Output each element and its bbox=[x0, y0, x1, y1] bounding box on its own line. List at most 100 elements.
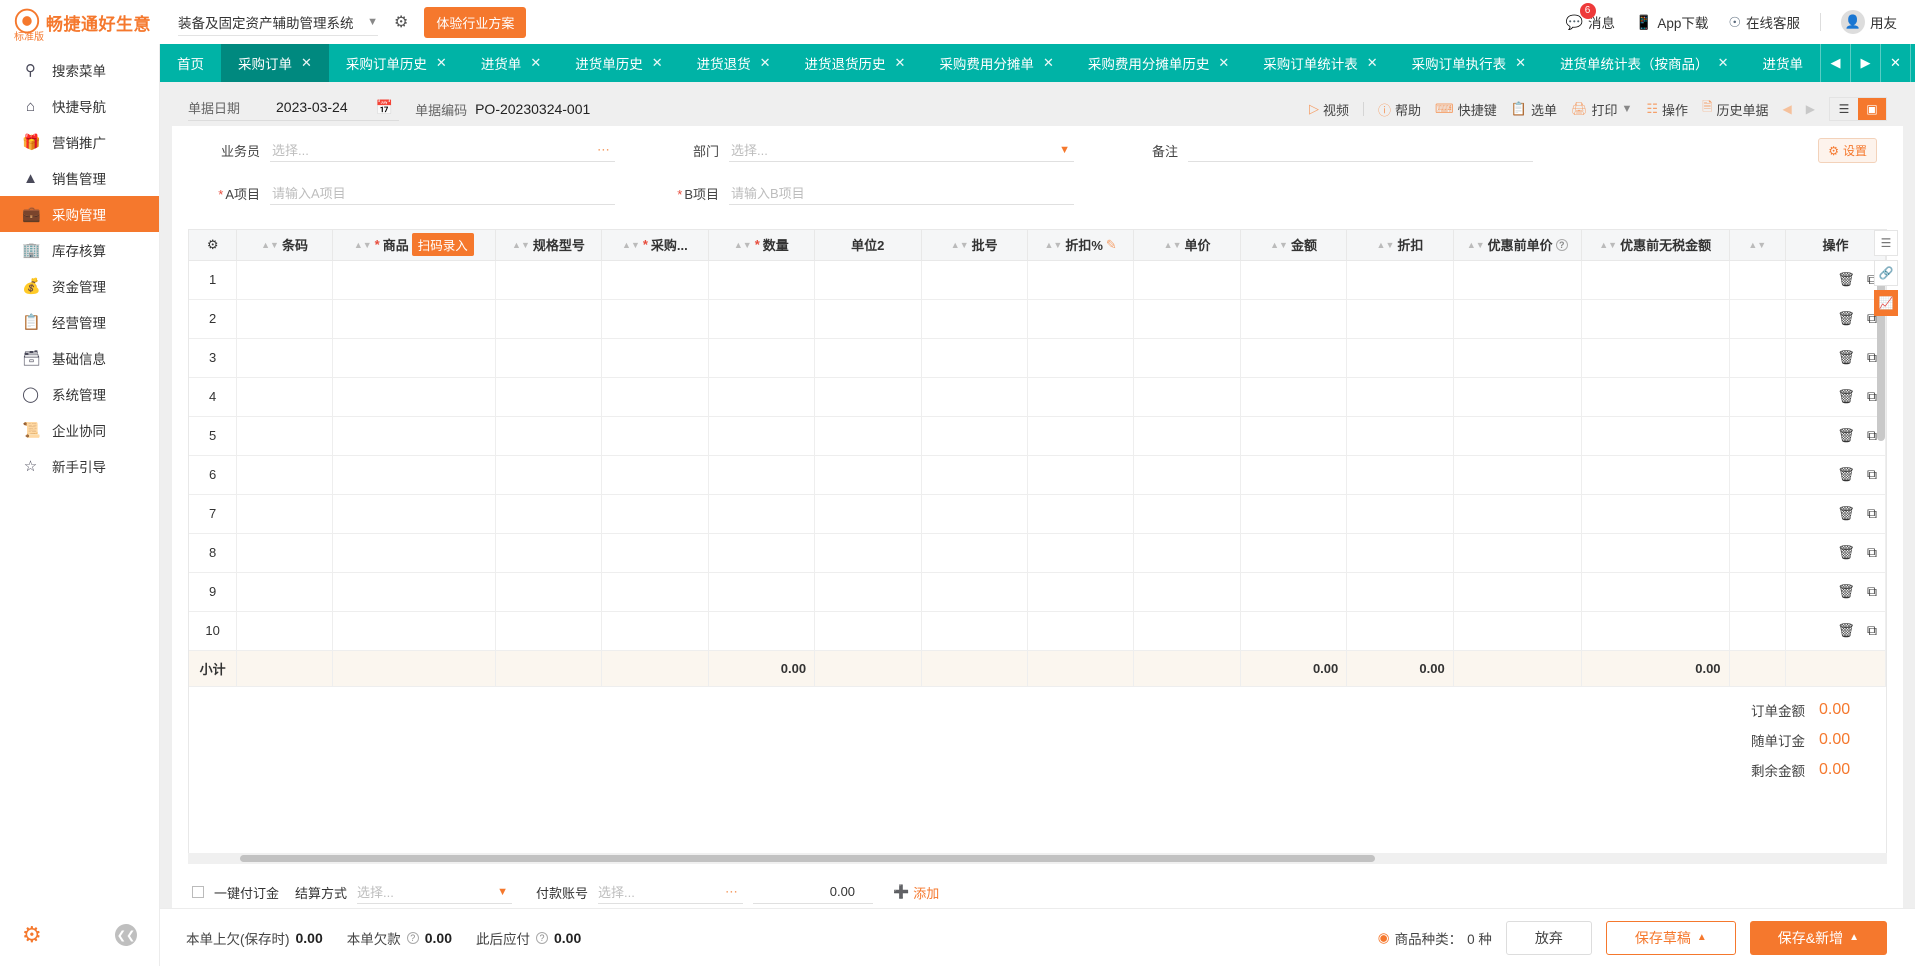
cell-product[interactable] bbox=[332, 494, 496, 534]
cell-purchase[interactable] bbox=[601, 494, 709, 534]
cell-unit-price[interactable] bbox=[1133, 377, 1241, 417]
cell-unit2[interactable] bbox=[814, 494, 922, 534]
column-batch[interactable]: ▲▼ 批号 bbox=[921, 230, 1028, 261]
close-icon[interactable]: ✕ bbox=[301, 55, 312, 70]
tab-scroll-right[interactable]: ▶ bbox=[1849, 44, 1880, 82]
cell-quantity[interactable] bbox=[708, 299, 816, 339]
sidebar-item-marketing[interactable]: 🎁 营销推广 bbox=[0, 124, 159, 160]
sort-icon[interactable]: ▲▼ bbox=[1748, 239, 1767, 250]
cell-barcode[interactable] bbox=[236, 611, 333, 651]
column-unit-price[interactable]: ▲▼ 单价 bbox=[1133, 230, 1241, 261]
experience-plan-button[interactable]: 体验行业方案 bbox=[424, 6, 527, 38]
a-project-input[interactable]: 请输入A项目 bbox=[270, 181, 615, 205]
cell-purchase[interactable] bbox=[601, 299, 709, 339]
chart-icon[interactable]: 📈 bbox=[1874, 290, 1898, 316]
cell-barcode[interactable] bbox=[236, 455, 333, 495]
cell-unit2[interactable] bbox=[814, 416, 922, 456]
cell-spec[interactable] bbox=[495, 572, 603, 612]
cell-amount[interactable] bbox=[1240, 533, 1348, 573]
cell-barcode[interactable] bbox=[236, 377, 333, 417]
cell-amount[interactable] bbox=[1240, 494, 1348, 534]
card-view-icon[interactable]: ▣ bbox=[1858, 98, 1886, 120]
calendar-icon[interactable]: 📅 bbox=[375, 98, 394, 115]
sidebar-item-inventory[interactable]: 🏢 库存核算 bbox=[0, 232, 159, 268]
table-row[interactable]: 9 🗑 ⧉ bbox=[189, 572, 1886, 612]
cell-discount[interactable] bbox=[1346, 455, 1454, 495]
tab-purchase-return[interactable]: 进货退货 ✕ bbox=[680, 44, 788, 82]
table-row[interactable]: 10 🗑 ⧉ bbox=[189, 611, 1886, 651]
cell-purchase[interactable] bbox=[601, 416, 709, 456]
payment-amount-input[interactable]: 0.00 bbox=[753, 880, 874, 904]
cell-product[interactable] bbox=[332, 299, 496, 339]
cell-unit-price[interactable] bbox=[1133, 572, 1241, 612]
cell-batch[interactable] bbox=[921, 533, 1028, 573]
cell-barcode[interactable] bbox=[236, 299, 333, 339]
cell-discount[interactable] bbox=[1346, 377, 1454, 417]
column-spec[interactable]: ▲▼ 规格型号 bbox=[495, 230, 603, 261]
column-quantity[interactable]: ▲▼ * 数量 bbox=[708, 230, 816, 261]
cell-discount-pct[interactable] bbox=[1027, 377, 1135, 417]
tab-po-execution[interactable]: 采购订单执行表 ✕ bbox=[1395, 44, 1543, 82]
delete-icon[interactable]: 🗑 bbox=[1837, 427, 1855, 443]
list-view-icon[interactable]: ☰ bbox=[1838, 102, 1850, 116]
cell-pre-disc-net[interactable] bbox=[1581, 494, 1730, 534]
add-payment-button[interactable]: ➕ 添加 bbox=[893, 883, 939, 902]
cell-product[interactable] bbox=[332, 260, 496, 300]
cell-pre-disc-net[interactable] bbox=[1581, 260, 1730, 300]
tab-purchase-order[interactable]: 采购订单 ✕ bbox=[221, 44, 329, 82]
column-discount[interactable]: ▲▼ 折扣 bbox=[1346, 230, 1454, 261]
table-row[interactable]: 5 🗑 ⧉ bbox=[189, 416, 1886, 456]
tab-expense-allocation[interactable]: 采购费用分摊单 ✕ bbox=[922, 44, 1070, 82]
cell-product[interactable] bbox=[332, 416, 496, 456]
column-purchase[interactable]: ▲▼ * 采购... bbox=[601, 230, 709, 261]
cell-quantity[interactable] bbox=[708, 338, 816, 378]
scrollbar-thumb[interactable] bbox=[240, 855, 1375, 862]
copy-icon[interactable]: ⧉ bbox=[1867, 388, 1877, 404]
tab-receipt[interactable]: 进货单 ✕ bbox=[464, 44, 558, 82]
cell-spec[interactable] bbox=[495, 416, 603, 456]
more-icon[interactable]: ⋯ bbox=[597, 141, 611, 157]
cell-amount[interactable] bbox=[1240, 338, 1348, 378]
cell-purchase[interactable] bbox=[601, 572, 709, 612]
cell-discount-pct[interactable] bbox=[1027, 338, 1135, 378]
print-button[interactable]: 🖨 打印 ▼ bbox=[1571, 100, 1632, 119]
cell-amount[interactable] bbox=[1240, 572, 1348, 612]
cell-pre-disc-price[interactable] bbox=[1453, 299, 1582, 339]
cell-unit-price[interactable] bbox=[1133, 299, 1241, 339]
close-icon[interactable]: ✕ bbox=[530, 55, 542, 70]
gear-icon[interactable]: ⚙ bbox=[22, 922, 42, 947]
cell-discount[interactable] bbox=[1346, 260, 1454, 300]
delete-icon[interactable]: 🗑 bbox=[1837, 466, 1855, 482]
close-icon[interactable]: ✕ bbox=[1218, 55, 1230, 70]
document-date-field[interactable]: 单据日期 2023-03-24 📅 bbox=[188, 98, 400, 121]
table-row[interactable]: 6 🗑 ⧉ bbox=[189, 455, 1886, 495]
tab-close-all[interactable]: ✕ bbox=[1879, 44, 1910, 82]
column-product[interactable]: ▲▼ * 商品 扫码录入 bbox=[332, 230, 496, 261]
sort-icon[interactable]: ▲▼ bbox=[950, 239, 969, 250]
settle-method-select[interactable]: 选择... ▼ bbox=[357, 880, 513, 904]
help-button[interactable]: ⓘ 帮助 bbox=[1378, 100, 1421, 119]
close-icon[interactable]: ✕ bbox=[759, 55, 771, 70]
cell-unit-price[interactable] bbox=[1133, 260, 1241, 300]
cell-spec[interactable] bbox=[495, 455, 603, 495]
cell-unit2[interactable] bbox=[814, 572, 922, 612]
cell-unit-price[interactable] bbox=[1133, 455, 1241, 495]
cell-spec[interactable] bbox=[495, 494, 603, 534]
settings-button[interactable]: ⚙ 设置 bbox=[1818, 138, 1877, 163]
save-and-new-button[interactable]: 保存&新增 ▲ bbox=[1749, 920, 1887, 955]
cell-product[interactable] bbox=[332, 377, 496, 417]
arrow-left-icon[interactable]: ◀ bbox=[1782, 102, 1792, 116]
copy-icon[interactable]: ⧉ bbox=[1867, 427, 1877, 443]
cell-pre-disc-price[interactable] bbox=[1453, 533, 1582, 573]
cell-purchase[interactable] bbox=[601, 611, 709, 651]
table-row[interactable]: 3 🗑 ⧉ bbox=[189, 338, 1886, 378]
delete-icon[interactable]: 🗑 bbox=[1837, 505, 1855, 521]
sidebar-item-purchase[interactable]: 💼 采购管理 bbox=[0, 196, 159, 232]
chevron-down-icon[interactable]: ▼ bbox=[1059, 143, 1070, 156]
table-row[interactable]: 2 🗑 ⧉ bbox=[189, 299, 1886, 339]
close-icon[interactable]: ✕ bbox=[894, 55, 906, 70]
cell-barcode[interactable] bbox=[236, 572, 333, 612]
cell-unit-price[interactable] bbox=[1133, 416, 1241, 456]
b-project-input[interactable]: 请输入B项目 bbox=[729, 181, 1074, 205]
cell-discount-pct[interactable] bbox=[1027, 611, 1135, 651]
